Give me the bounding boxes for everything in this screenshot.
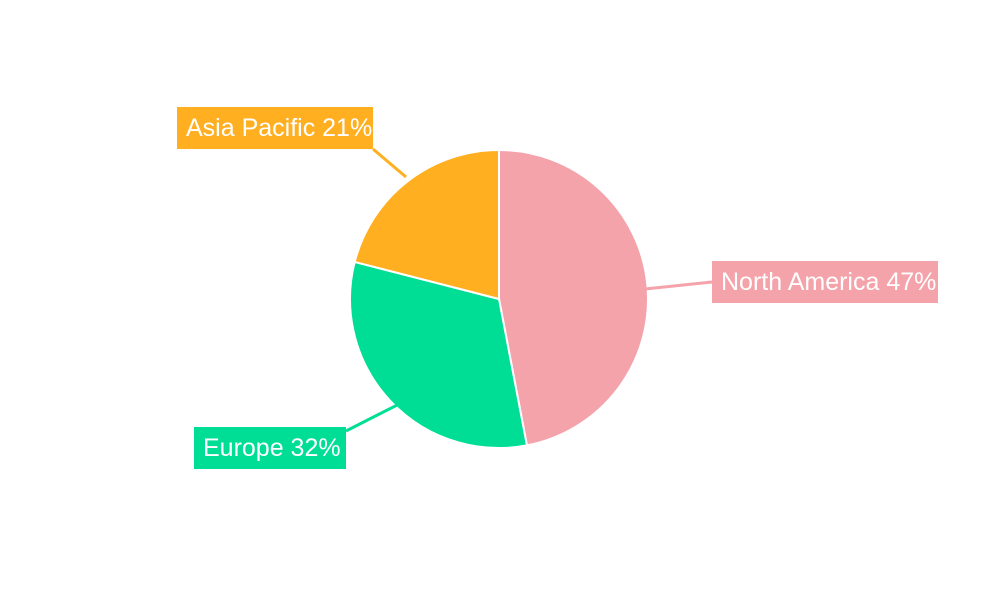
pie-wedge-north-america[interactable]: [498, 149, 649, 447]
leader-line-asia-pacific: [372, 147, 407, 179]
pie-label-europe[interactable]: Europe 32%: [194, 427, 346, 469]
pie-wedges: [349, 149, 649, 449]
leader-line-europe: [345, 395, 414, 433]
leader-line-north-america: [644, 280, 713, 291]
pie-label-asia-pacific-text: Asia Pacific 21%: [186, 113, 373, 142]
pie-wedge-europe[interactable]: [349, 260, 528, 449]
pie-label-asia-pacific[interactable]: Asia Pacific 21%: [177, 107, 373, 149]
pie-wedge-asia-pacific[interactable]: [353, 149, 500, 300]
pie-label-europe-text: Europe 32%: [203, 433, 341, 462]
leader-lines: [345, 147, 713, 433]
pie-label-north-america[interactable]: North America 47%: [712, 261, 938, 303]
pie-label-north-america-text: North America 47%: [721, 267, 937, 296]
